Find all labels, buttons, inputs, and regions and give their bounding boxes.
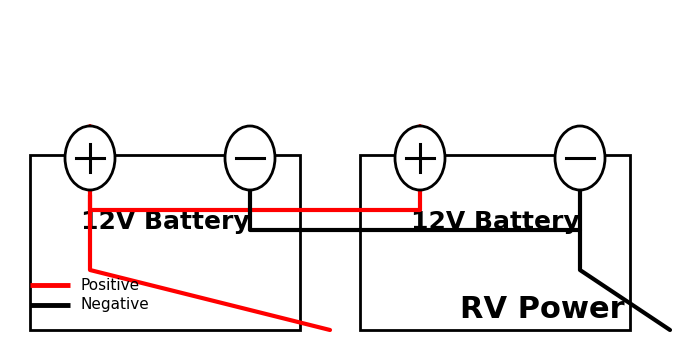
Text: 12V Battery: 12V Battery	[411, 210, 580, 233]
Bar	[30, 155, 300, 330]
Bar	[360, 155, 630, 330]
Text: Positive: Positive	[80, 278, 139, 293]
Ellipse shape	[555, 126, 605, 190]
Text: Negative: Negative	[80, 298, 148, 313]
Text: 12V Battery: 12V Battery	[80, 210, 249, 233]
Text: RV Power: RV Power	[460, 295, 624, 324]
Ellipse shape	[395, 126, 445, 190]
Ellipse shape	[225, 126, 275, 190]
Ellipse shape	[65, 126, 115, 190]
